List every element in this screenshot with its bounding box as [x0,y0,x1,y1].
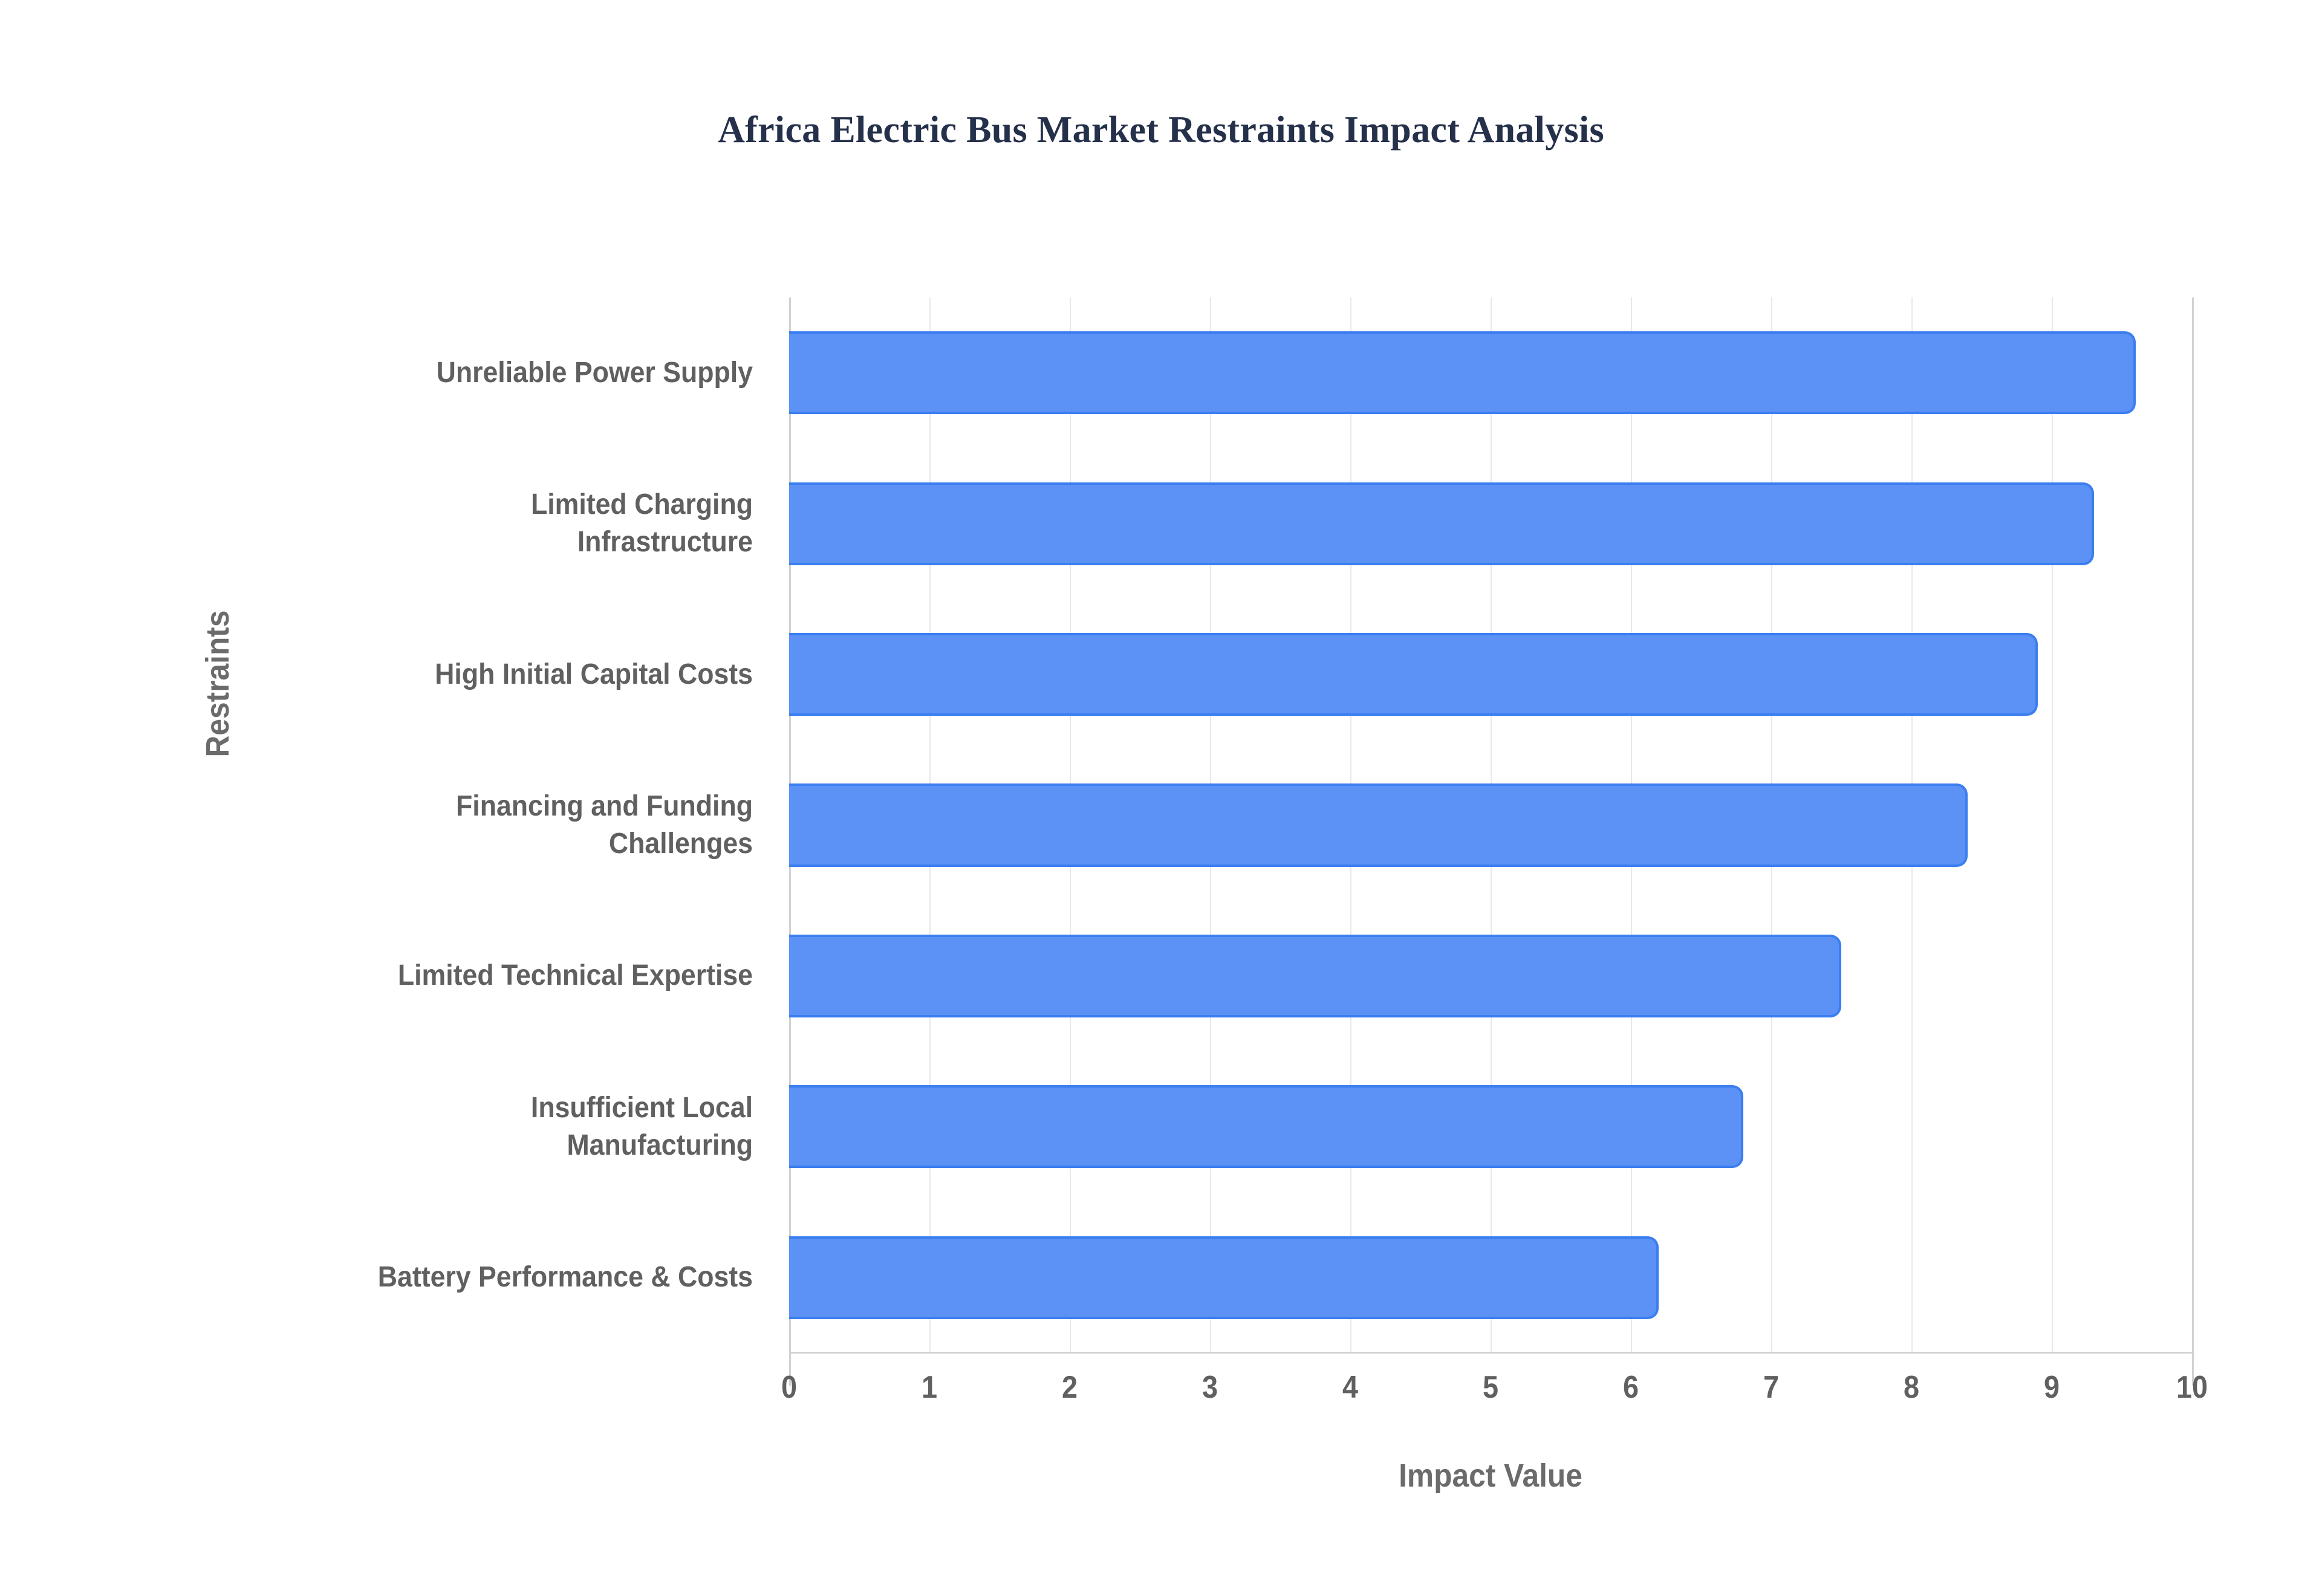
y-tick-label: Limited Technical Expertise [397,959,753,992]
bar-row [789,934,2192,1017]
bar[interactable] [789,482,2094,565]
y-tick-label: Battery Performance & Costs [377,1261,753,1294]
y-tick-label: Unreliable Power Supply [436,356,753,389]
gridline [2192,297,2194,1386]
y-axis-title: Restraints [200,610,236,757]
bar[interactable] [789,783,1968,867]
bar[interactable] [789,1085,1743,1169]
bar[interactable] [789,331,2136,415]
x-axis-line [789,1352,2193,1354]
bar-row [789,1085,2192,1169]
bar-row [789,1236,2192,1319]
bar-row [789,783,2192,867]
x-tick-label: 5 [1482,1370,1499,1405]
y-tick-label: High Initial Capital Costs [435,658,753,690]
gridline [2052,297,2053,1353]
bar-row [789,482,2192,565]
x-tick-label: 7 [1763,1370,1780,1405]
bar-row [789,331,2192,415]
x-tick-label: 10 [2176,1370,2208,1405]
bar-row [789,632,2192,716]
y-tick-label: Limited Charging Infrastructure [530,488,753,559]
x-tick-label: 0 [781,1370,798,1405]
x-tick-label: 6 [1622,1370,1639,1405]
x-tick-label: 2 [1061,1370,1078,1405]
y-axis-tick-labels: Unreliable Power Supply Limited Charging … [209,297,753,1353]
bar[interactable] [789,632,2038,716]
chart-title: Africa Electric Bus Market Restraints Im… [718,109,1604,151]
bar[interactable] [789,934,1841,1017]
x-tick-label: 8 [1903,1370,1920,1405]
x-tick-label: 1 [921,1370,938,1405]
y-tick-label: Insufficient Local Manufacturing [530,1091,753,1161]
y-tick-label: Financing and Funding Challenges [456,790,753,860]
x-axis-tick-labels: 0 1 2 3 4 5 6 7 8 9 10 [781,1369,2208,1424]
x-tick-label: 4 [1342,1370,1359,1405]
x-axis-title: Impact Value [1399,1458,1582,1494]
x-tick-label: 3 [1202,1370,1218,1405]
plot-area [789,297,2194,1386]
bar[interactable] [789,1236,1659,1319]
x-tick-label: 9 [2043,1370,2060,1405]
